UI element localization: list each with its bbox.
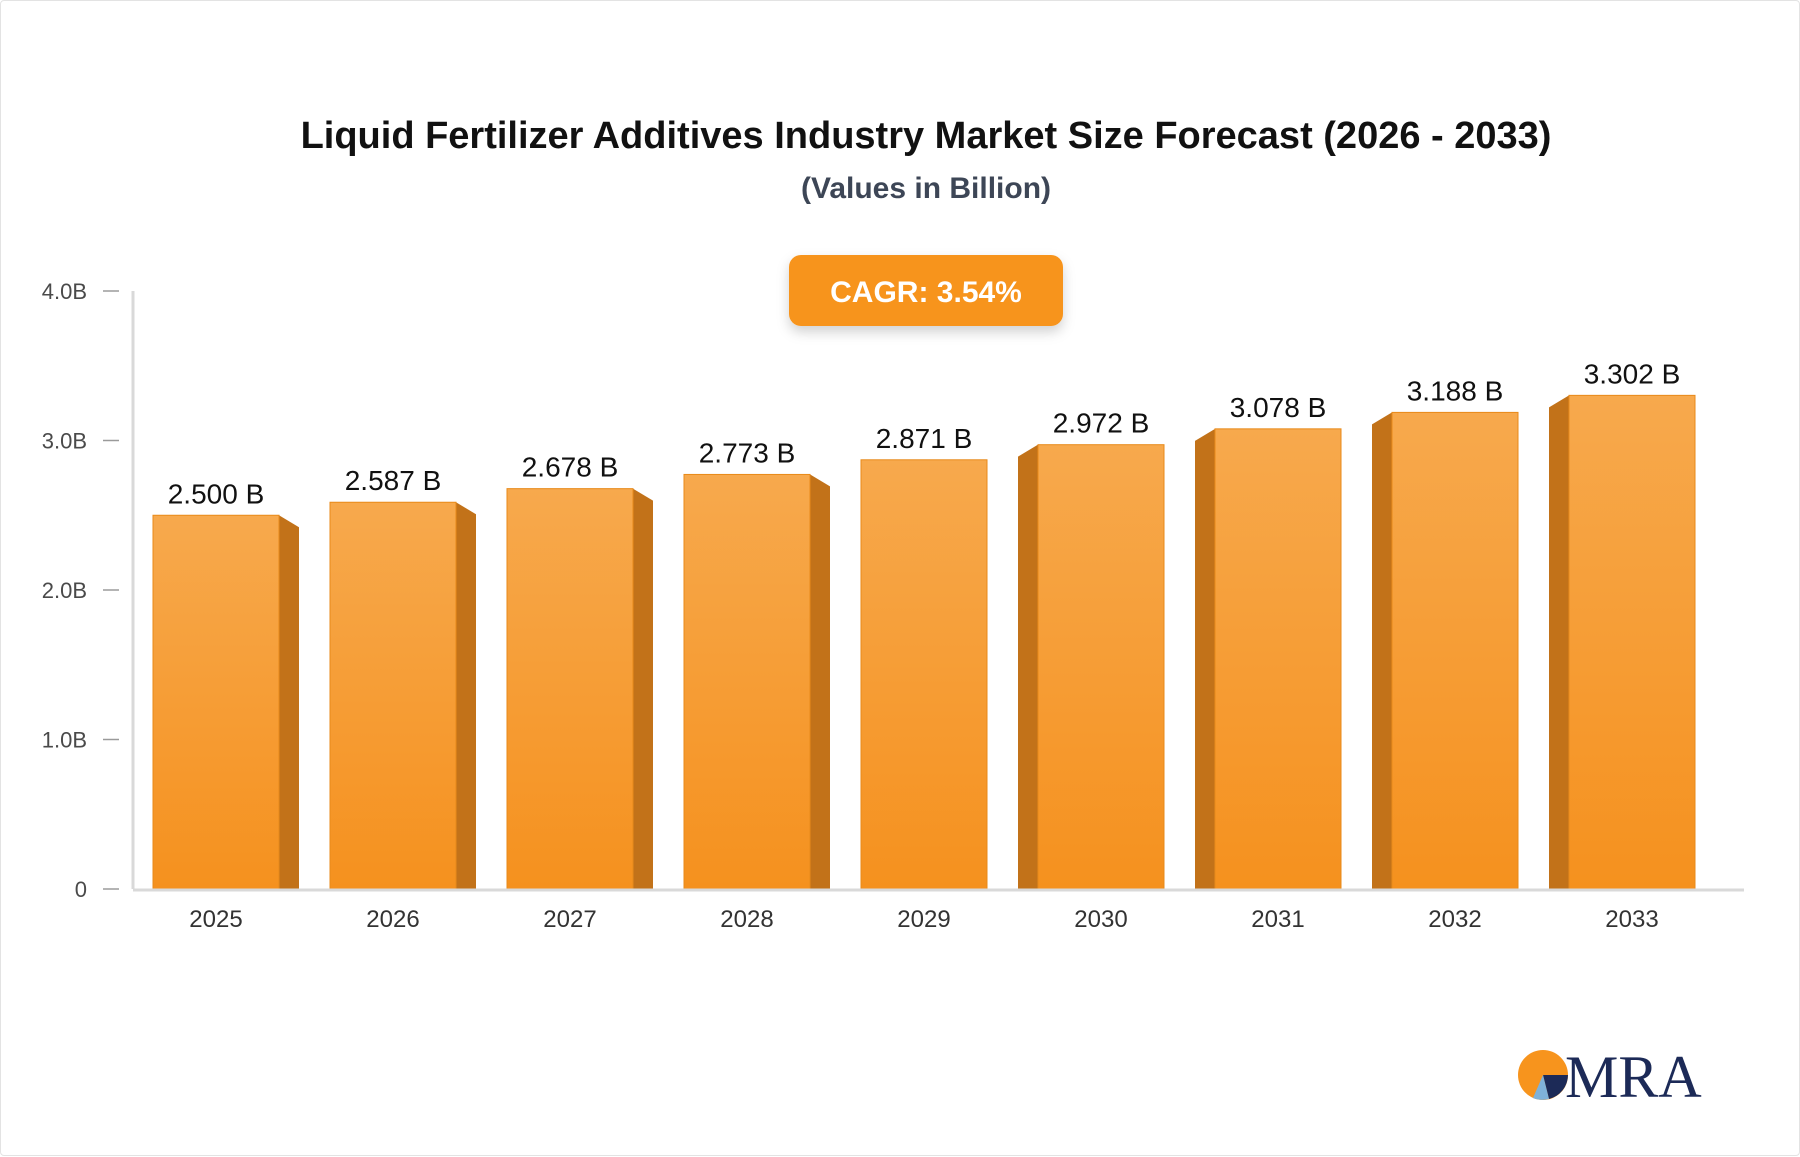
mra-logo: MRA [1518,1044,1702,1110]
x-tick-label: 2025 [189,906,242,933]
bar-side [279,515,299,889]
bar-side [1018,444,1038,889]
logo-slice-icon [1543,1075,1568,1099]
chart-subtitle: (Values in Billion) [801,172,1051,205]
x-tick-label: 2027 [543,906,596,933]
bar-side [810,474,830,889]
bar-2027: 2.678 B [506,452,653,890]
bar-2025: 2.500 B [152,478,299,890]
bar-face [1037,444,1165,890]
bar-face [329,501,457,890]
bar-2030: 2.972 B [1018,408,1165,890]
y-tick-label: 0 [75,877,87,902]
bar-side [1549,395,1569,889]
bar-face [1214,428,1342,890]
bar-face [683,473,811,890]
bar-value-label: 3.302 B [1584,358,1681,389]
x-tick-label: 2032 [1428,906,1481,933]
bar-value-label: 2.972 B [1053,408,1150,439]
bar-face [1391,411,1519,890]
y-tick-label: 2.0B [42,578,87,603]
y-axis: 0 1.0B 2.0B 3.0B 4.0B [42,279,135,902]
bar-value-label: 2.871 B [876,423,973,454]
bar-value-label: 2.678 B [522,452,619,483]
x-tick-label: 2033 [1605,906,1658,933]
chart-title: Liquid Fertilizer Additives Industry Mar… [301,115,1552,157]
bar-side [456,502,476,889]
x-tick-label: 2030 [1074,906,1127,933]
bar-value-label: 2.773 B [699,437,796,468]
bar-side [1195,428,1215,889]
bar-face [506,488,634,890]
y-tick-label: 4.0B [42,279,87,304]
cagr-badge: CAGR: 3.54% [789,255,1063,326]
bar-side [1372,412,1392,889]
bar-value-label: 3.078 B [1230,392,1327,423]
bar-value-label: 2.500 B [168,478,265,509]
bar-2031: 3.078 B [1195,392,1342,890]
cagr-badge-label: CAGR: 3.54% [830,276,1022,309]
cagr-badge-background [789,255,1063,326]
bar-2032: 3.188 B [1372,375,1519,890]
x-tick-label: 2031 [1251,906,1304,933]
bar-face [1568,394,1696,890]
logo-text: MRA [1565,1044,1702,1110]
bar-2028: 2.773 B [683,437,830,890]
bar-face [152,514,280,890]
y-tick-label: 1.0B [42,728,87,753]
x-tick-label: 2029 [897,906,950,933]
bar-value-label: 2.587 B [345,465,442,496]
bar-2033: 3.302 B [1549,358,1696,890]
logo-slice-light-icon [1533,1075,1549,1100]
bar-face [860,459,988,890]
x-tick-label: 2028 [720,906,773,933]
x-tick-label: 2026 [366,906,419,933]
bar-side [633,488,653,889]
x-axis: 2025 2026 2027 2028 2029 2030 2031 2032 2033 [133,888,1744,933]
y-tick-label: 3.0B [42,429,87,454]
bar-2029: 2.871 B [860,423,988,890]
bar-value-label: 3.188 B [1407,375,1504,406]
bars: 2.500 B 2.587 B 2.678 B 2.773 B 2.871 B 2.972… [152,358,1696,890]
bar-2026: 2.587 B [329,465,476,890]
